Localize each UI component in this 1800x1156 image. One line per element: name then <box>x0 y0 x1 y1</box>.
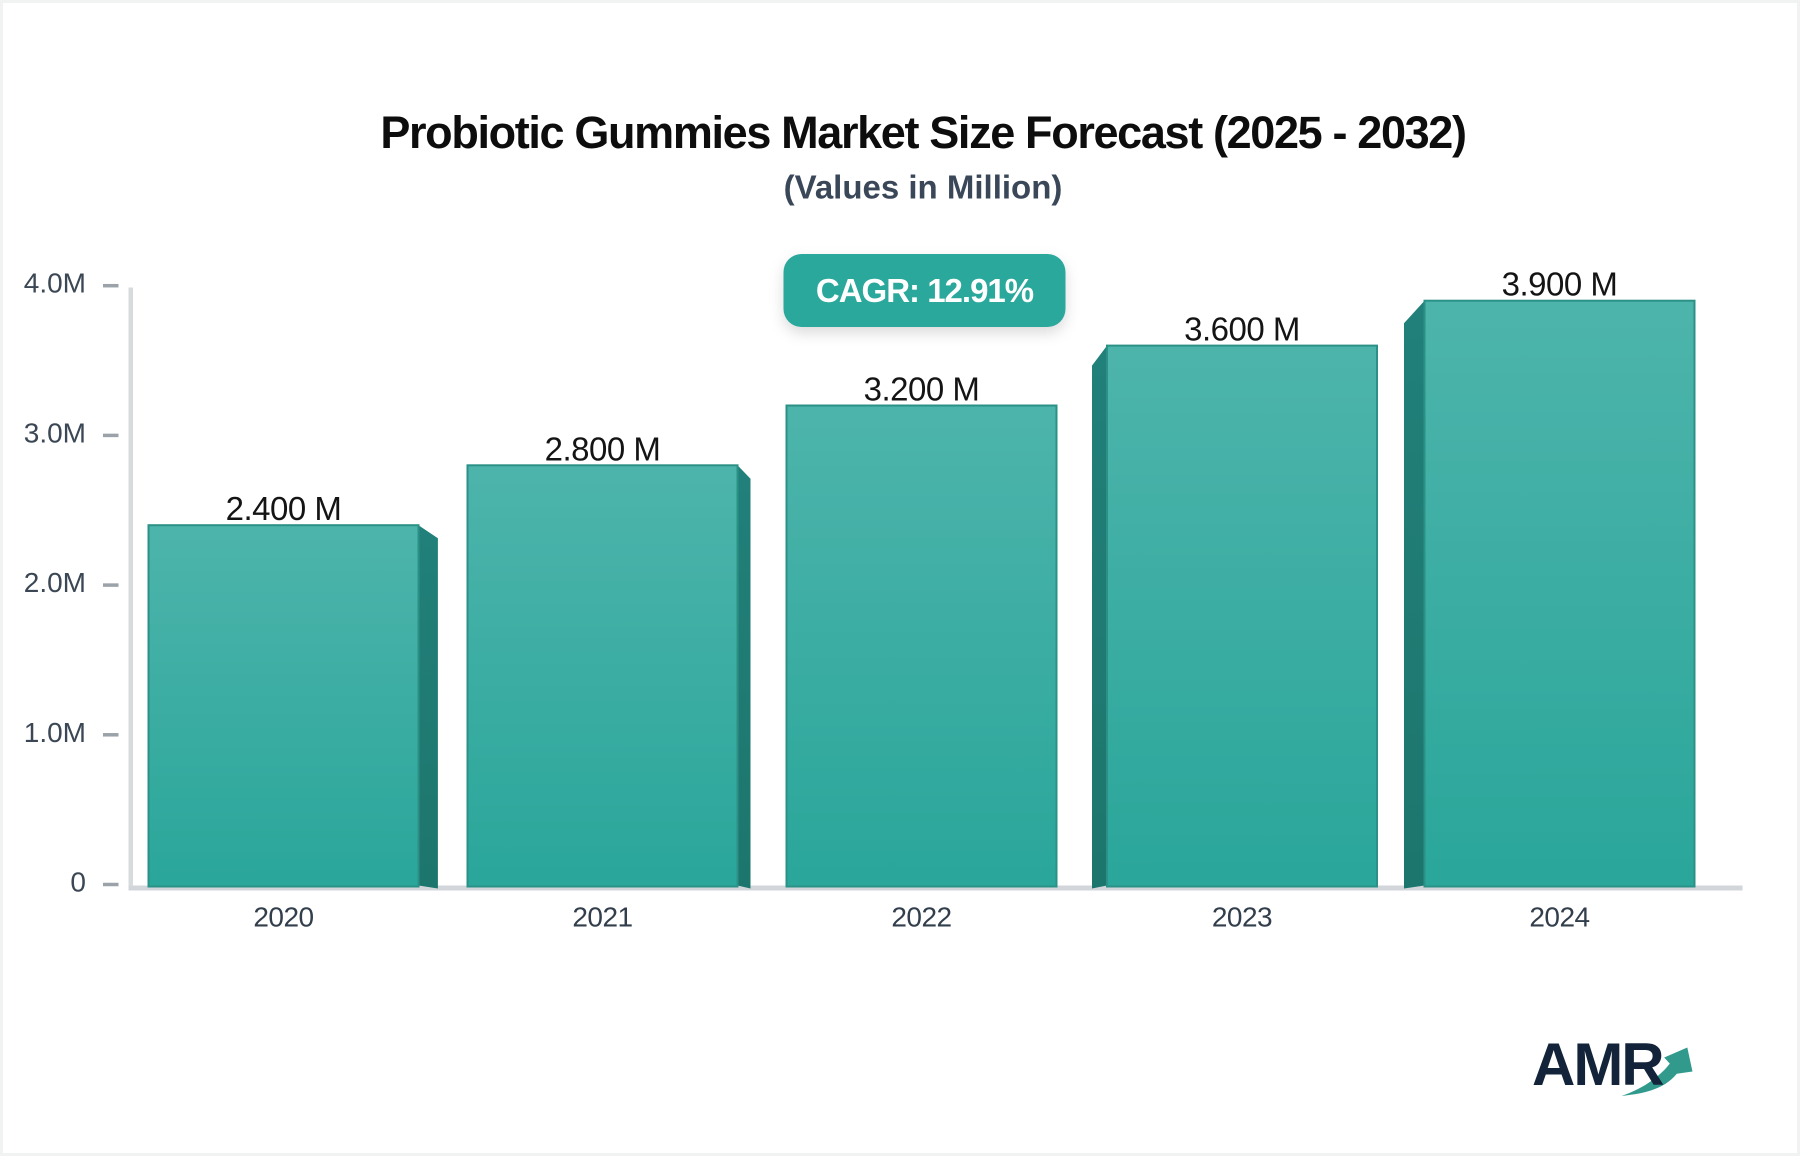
svg-text:2.400 M: 2.400 M <box>226 490 342 527</box>
svg-text:4.0M: 4.0M <box>24 268 86 299</box>
svg-text:AMR: AMR <box>1532 1031 1664 1098</box>
svg-text:2.0M: 2.0M <box>24 567 86 598</box>
svg-text:(Values in Million): (Values in Million) <box>784 169 1063 206</box>
svg-text:3.600 M: 3.600 M <box>1184 311 1300 348</box>
svg-text:3.200 M: 3.200 M <box>864 371 980 408</box>
svg-text:2024: 2024 <box>1529 902 1589 933</box>
svg-text:3.900 M: 3.900 M <box>1502 266 1618 303</box>
svg-text:2022: 2022 <box>891 902 951 933</box>
svg-text:2023: 2023 <box>1212 902 1272 933</box>
svg-text:2.800 M: 2.800 M <box>545 430 661 467</box>
svg-text:2021: 2021 <box>572 902 632 933</box>
svg-text:1.0M: 1.0M <box>24 717 86 748</box>
svg-text:0: 0 <box>70 867 86 898</box>
svg-text:2020: 2020 <box>253 902 313 933</box>
svg-text:3.0M: 3.0M <box>24 417 86 448</box>
svg-text:CAGR: 12.91%: CAGR: 12.91% <box>816 272 1034 309</box>
svg-text:Probiotic Gummies Market Size: Probiotic Gummies Market Size Forecast (… <box>380 107 1465 158</box>
